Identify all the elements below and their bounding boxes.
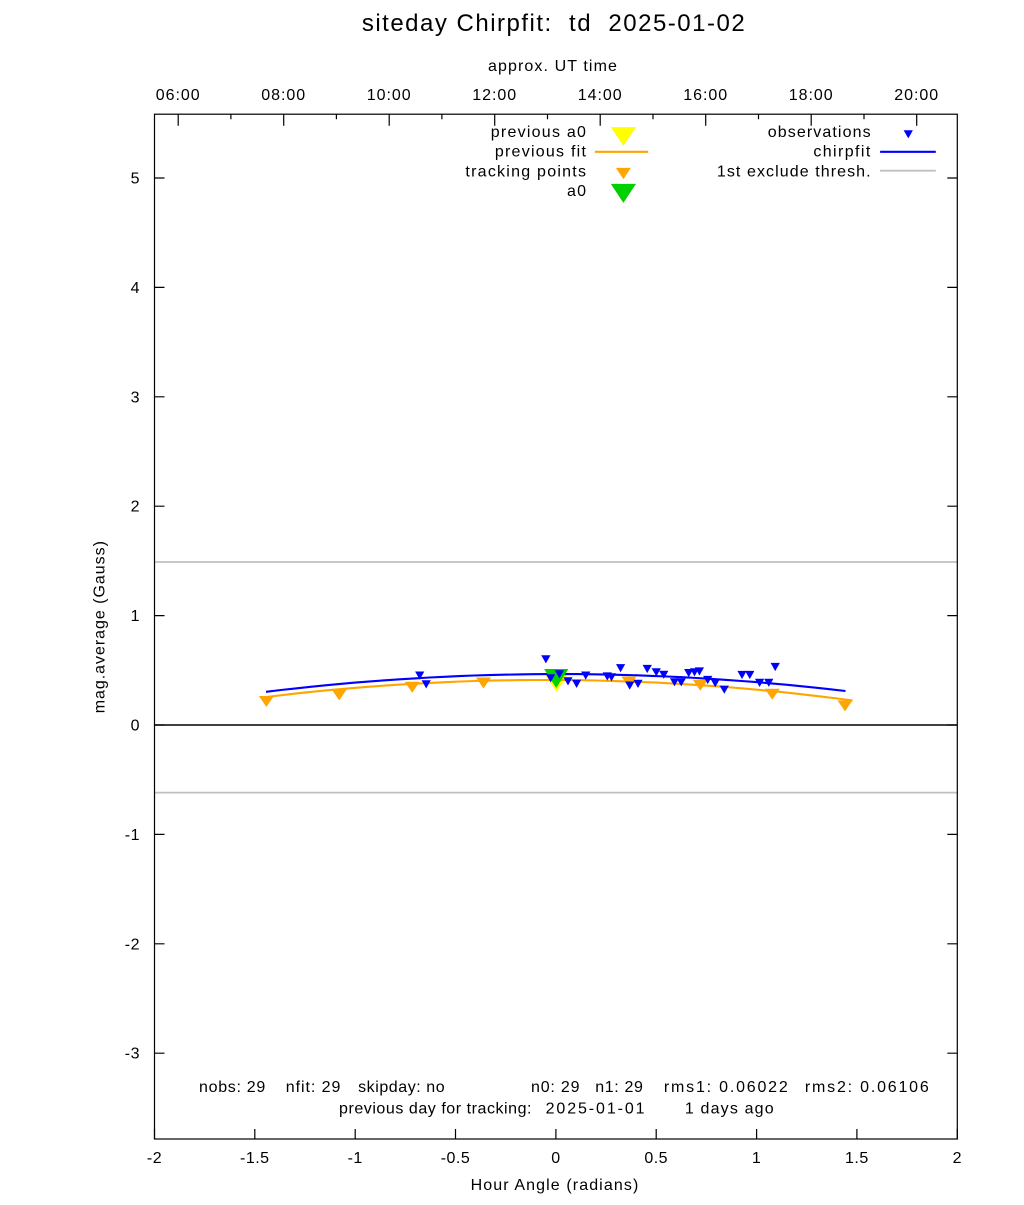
svg-text:1.5: 1.5 [845,1150,869,1167]
svg-text:-0.5: -0.5 [441,1150,471,1167]
svg-text:06:00: 06:00 [156,87,201,104]
svg-text:14:00: 14:00 [578,87,623,104]
svg-text:previous fit: previous fit [495,144,587,161]
svg-text:08:00: 08:00 [261,87,306,104]
svg-text:siteday Chirpfit: td 2025-01: siteday Chirpfit: td 2025-01-02 [362,10,746,37]
svg-text:-1: -1 [125,827,140,844]
svg-text:chirpfit: chirpfit [813,144,871,161]
svg-text:rms2: 0.06106: rms2: 0.06106 [805,1079,931,1096]
svg-text:16:00: 16:00 [683,87,728,104]
svg-text:mag.average (Gauss): mag.average (Gauss) [91,540,108,713]
svg-text:-1: -1 [348,1150,363,1167]
svg-text:nfit: 29: nfit: 29 [286,1079,342,1096]
svg-text:-1.5: -1.5 [240,1150,270,1167]
svg-text:0.5: 0.5 [644,1150,668,1167]
svg-text:n1: 29: n1: 29 [595,1079,643,1096]
svg-text:3: 3 [131,389,140,406]
svg-text:-2: -2 [147,1150,162,1167]
svg-text:skipday: no: skipday: no [358,1079,445,1096]
svg-text:2: 2 [131,499,140,516]
svg-text:nobs: 29: nobs: 29 [199,1079,266,1096]
svg-text:-3: -3 [125,1046,140,1063]
svg-text:18:00: 18:00 [789,87,834,104]
svg-text:previous a0: previous a0 [491,124,587,141]
svg-text:rms1: 0.06022: rms1: 0.06022 [664,1079,790,1096]
svg-text:5: 5 [131,171,140,188]
svg-text:1: 1 [131,608,140,625]
svg-text:12:00: 12:00 [472,87,517,104]
svg-text:observations: observations [768,124,872,141]
svg-text:2: 2 [953,1150,962,1167]
svg-text:4: 4 [131,280,140,297]
svg-text:n0: 29: n0: 29 [531,1079,580,1096]
svg-text:20:00: 20:00 [894,87,939,104]
svg-text:previous day for tracking:: previous day for tracking: [339,1101,532,1118]
svg-text:10:00: 10:00 [367,87,412,104]
svg-text:1 days ago: 1 days ago [685,1101,775,1118]
svg-text:a0: a0 [567,183,587,200]
svg-text:approx. UT time: approx. UT time [488,58,618,75]
svg-text:2025-01-01: 2025-01-01 [546,1101,647,1118]
svg-text:Hour Angle (radians): Hour Angle (radians) [471,1177,640,1194]
svg-text:0: 0 [131,718,140,735]
svg-text:1st exclude thresh.: 1st exclude thresh. [717,163,872,180]
svg-text:1: 1 [752,1150,761,1167]
svg-text:0: 0 [551,1150,560,1167]
svg-text:tracking points: tracking points [465,163,587,180]
svg-text:-2: -2 [125,936,140,953]
